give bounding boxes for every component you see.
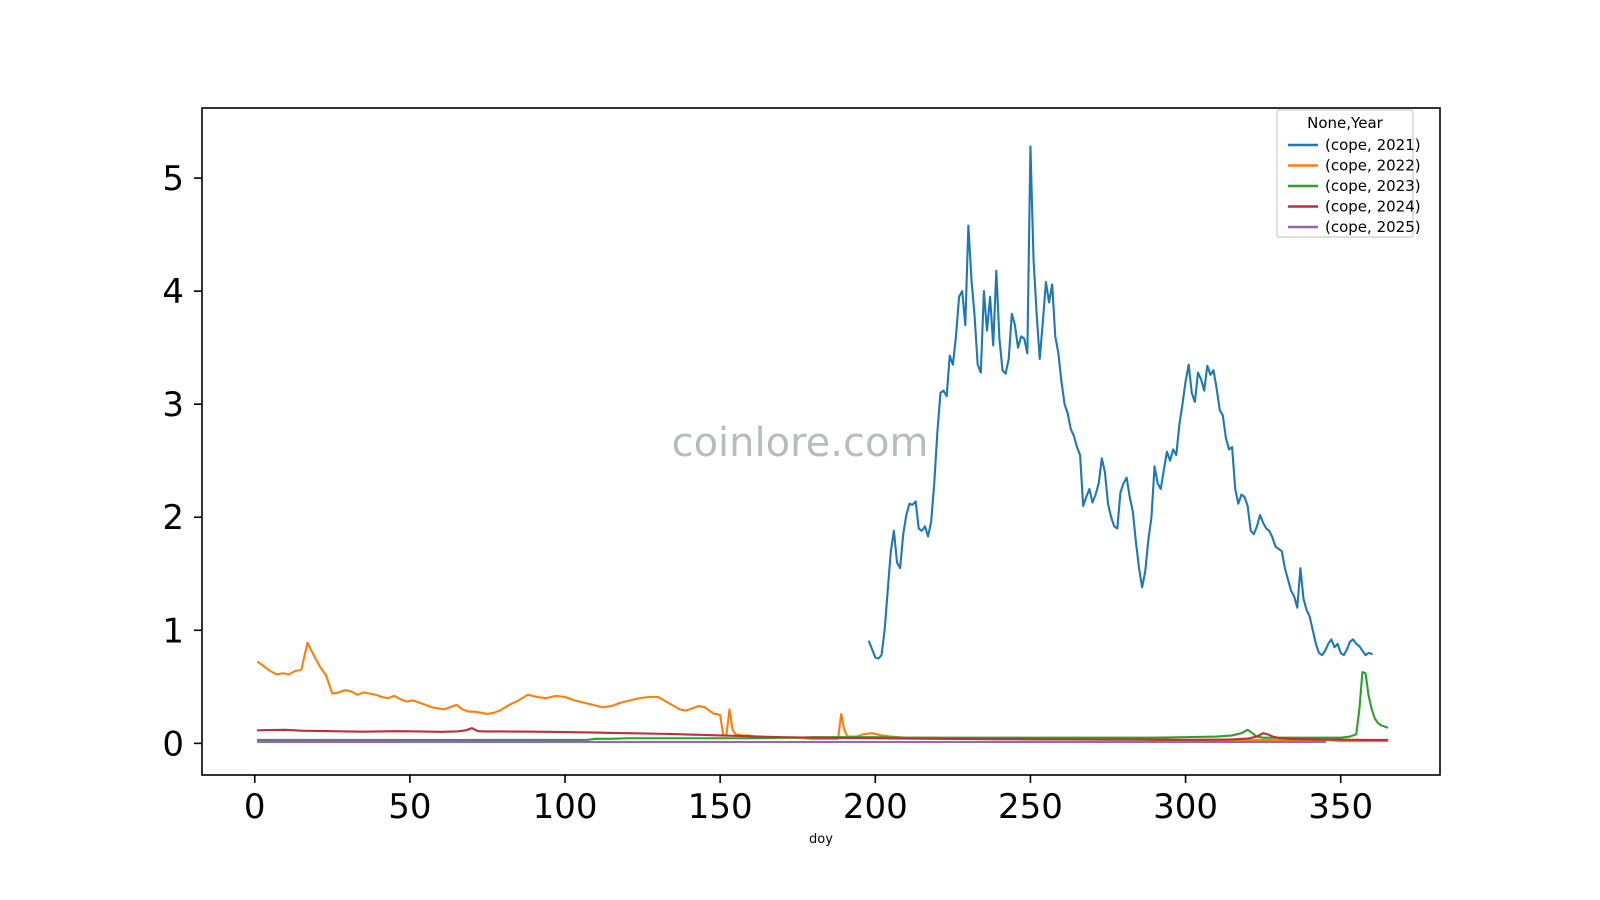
x-axis-label: doy [809, 832, 833, 847]
x-tick-label: 250 [998, 787, 1063, 827]
x-tick-label: 150 [688, 787, 753, 827]
y-tick-label: 5 [162, 159, 184, 199]
legend-label-1: (cope, 2021) [1325, 136, 1421, 154]
y-tick-label: 0 [162, 724, 184, 764]
legend: None,Year (cope, 2021)(cope, 2022)(cope,… [1276, 109, 1421, 238]
series-group [256, 145, 1389, 744]
y-axis-ticks: 0 1 2 3 4 5 [162, 159, 202, 764]
x-axis-ticks: 0 50 100 150 200 250 300 350 [244, 775, 1373, 827]
x-tick-label: 200 [843, 787, 908, 827]
legend-label-3: (cope, 2023) [1325, 177, 1421, 195]
series-line-1 [868, 145, 1373, 660]
legend-label-2: (cope, 2022) [1325, 157, 1421, 175]
x-tick-label: 50 [388, 787, 431, 827]
x-tick-label: 350 [1308, 787, 1373, 827]
x-tick-label: 100 [533, 787, 598, 827]
y-tick-label: 4 [162, 272, 184, 312]
legend-label-4: (cope, 2024) [1325, 198, 1421, 216]
legend-title: None,Year [1307, 114, 1383, 132]
axes-frame [201, 107, 1441, 776]
y-tick-label: 1 [162, 611, 184, 651]
x-tick-label: 300 [1153, 787, 1218, 827]
legend-label-5: (cope, 2025) [1325, 218, 1421, 236]
coinlore-watermark: coinlore.com [672, 420, 929, 466]
x-tick-label: 0 [244, 787, 266, 827]
series-line-4 [256, 727, 1389, 741]
y-tick-label: 2 [162, 498, 184, 538]
legend-entries: (cope, 2021) (cope, 2022) (cope, 2023) (cop… [1288, 136, 1421, 236]
y-tick-label: 3 [162, 385, 184, 425]
